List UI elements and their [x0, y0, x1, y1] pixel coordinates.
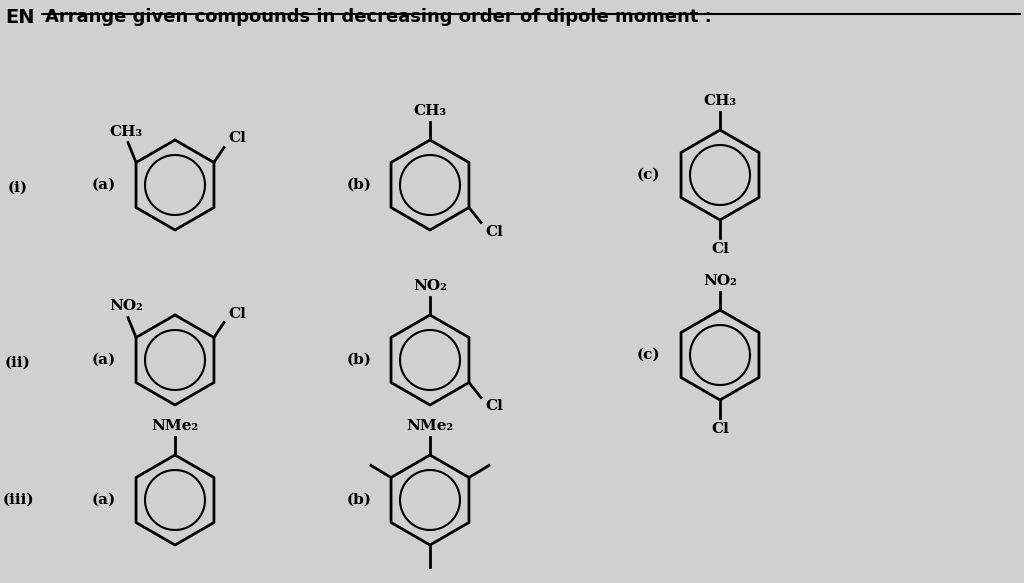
Text: NMe₂: NMe₂ [407, 419, 454, 433]
Text: Cl: Cl [228, 307, 246, 321]
Text: (a): (a) [92, 353, 117, 367]
Text: Cl: Cl [485, 224, 503, 238]
Text: NO₂: NO₂ [413, 279, 446, 293]
Text: (c): (c) [637, 348, 660, 362]
Text: NMe₂: NMe₂ [152, 419, 199, 433]
Text: NO₂: NO₂ [110, 300, 143, 314]
Text: (a): (a) [92, 178, 117, 192]
Text: (i): (i) [8, 181, 28, 195]
Text: EN: EN [5, 8, 35, 27]
Text: (ii): (ii) [5, 356, 31, 370]
Text: (b): (b) [347, 178, 372, 192]
Text: (c): (c) [637, 168, 660, 182]
Text: CH₃: CH₃ [110, 125, 142, 139]
Text: Cl: Cl [711, 422, 729, 436]
Text: Cl: Cl [485, 399, 503, 413]
Text: CH₃: CH₃ [414, 104, 446, 118]
Text: Cl: Cl [711, 242, 729, 256]
Text: NO₂: NO₂ [703, 274, 737, 288]
Text: (a): (a) [92, 493, 117, 507]
Text: CH₃: CH₃ [703, 94, 736, 108]
Text: (b): (b) [347, 353, 372, 367]
Text: Arrange given compounds in decreasing order of dipole moment :: Arrange given compounds in decreasing or… [45, 8, 712, 26]
Text: Cl: Cl [228, 132, 246, 146]
Text: (iii): (iii) [3, 493, 35, 507]
Text: (b): (b) [347, 493, 372, 507]
